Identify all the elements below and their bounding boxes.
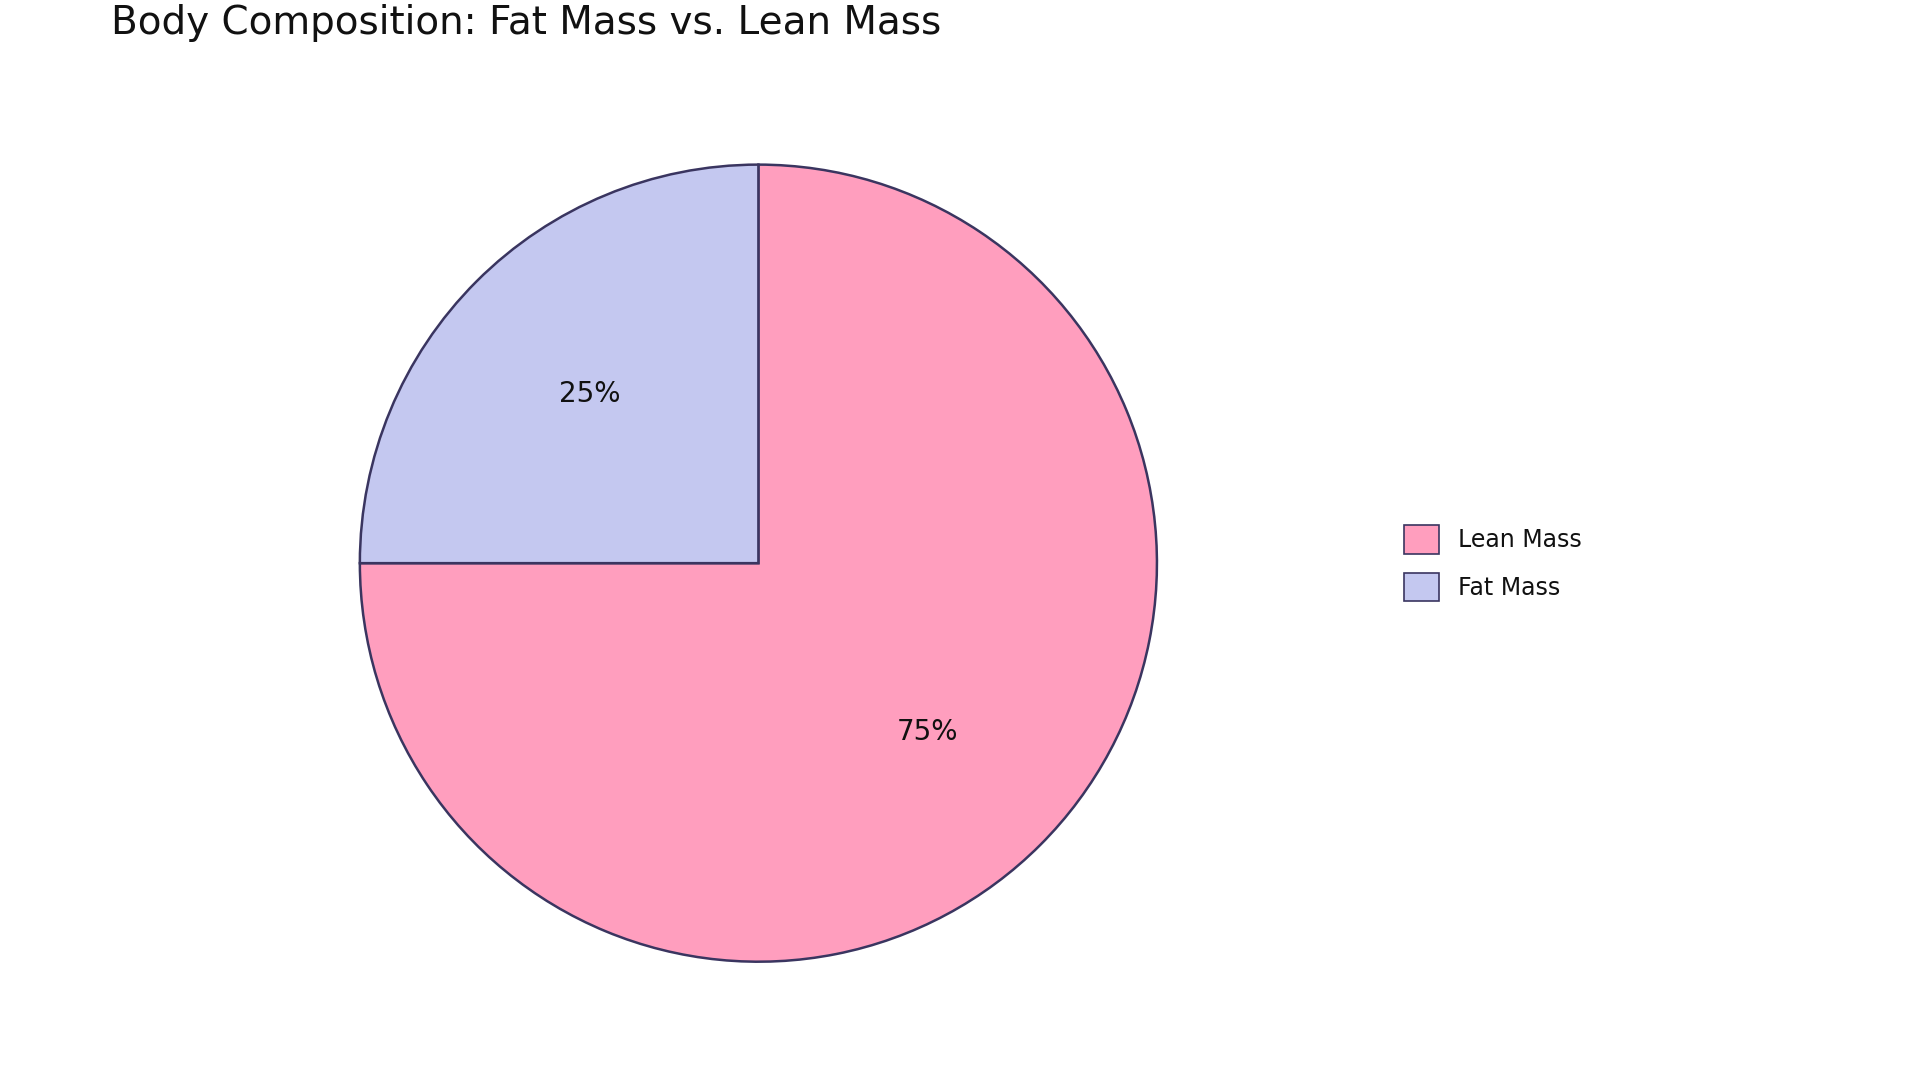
Text: 25%: 25% (559, 380, 620, 408)
Wedge shape (359, 165, 758, 563)
Text: 75%: 75% (897, 718, 958, 746)
Wedge shape (359, 165, 1158, 962)
Legend: Lean Mass, Fat Mass: Lean Mass, Fat Mass (1392, 513, 1594, 613)
Text: Body Composition: Fat Mass vs. Lean Mass: Body Composition: Fat Mass vs. Lean Mass (111, 4, 941, 42)
